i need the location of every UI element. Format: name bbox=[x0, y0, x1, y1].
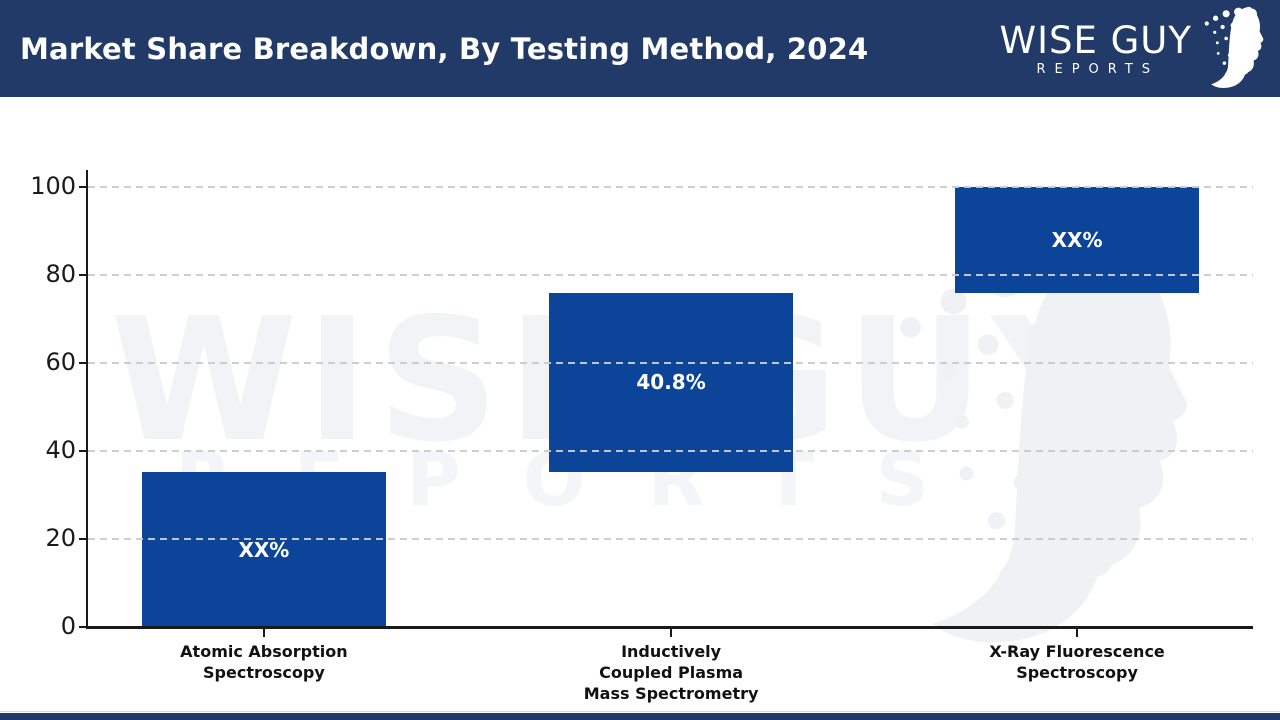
logo-face-icon bbox=[1204, 6, 1264, 88]
x-category-label-line: Spectroscopy bbox=[1016, 663, 1138, 682]
x-category-label-line: X-Ray Fluorescence bbox=[989, 642, 1165, 661]
y-tick-label: 0 bbox=[60, 612, 76, 640]
bar-segment-0: XX% bbox=[141, 472, 386, 627]
y-axis-spine bbox=[86, 170, 88, 629]
x-tick-mark bbox=[1076, 629, 1079, 637]
y-tick-label: 60 bbox=[45, 348, 76, 376]
footer-bar bbox=[0, 713, 1280, 720]
x-category-label: Inductively Coupled Plasma Mass Spectromet… bbox=[501, 641, 841, 704]
y-tick-mark bbox=[79, 538, 88, 540]
logo-subtitle: REPORTS bbox=[1036, 61, 1160, 77]
x-category-label: X-Ray Fluorescence Spectroscopy bbox=[907, 641, 1247, 683]
bar-value-label: XX% bbox=[1051, 227, 1103, 252]
y-tick-mark bbox=[79, 362, 88, 364]
bar-value-label: 40.8% bbox=[636, 370, 706, 395]
x-category-label: Atomic Absorption Spectroscopy bbox=[94, 641, 434, 683]
header-bar: Market Share Breakdown, By Testing Metho… bbox=[0, 0, 1280, 97]
y-tick-mark bbox=[79, 186, 88, 188]
x-category-label-line: Atomic Absorption bbox=[180, 642, 348, 661]
y-tick-mark bbox=[79, 274, 88, 276]
x-category-label-line: Mass Spectrometry bbox=[583, 684, 759, 703]
gridline-20 bbox=[88, 538, 1253, 540]
y-tick-label: 100 bbox=[30, 172, 76, 200]
logo-wordmark: WISE GUY bbox=[999, 18, 1192, 62]
bar-value-label: XX% bbox=[238, 537, 290, 562]
gridline-60 bbox=[88, 362, 1253, 364]
x-category-label-line: Inductively bbox=[621, 642, 722, 661]
y-tick-label: 40 bbox=[45, 436, 76, 464]
footer-divider bbox=[0, 711, 1280, 712]
x-tick-mark bbox=[262, 629, 265, 637]
y-tick-label: 80 bbox=[45, 260, 76, 288]
y-tick-label: 20 bbox=[45, 524, 76, 552]
plot-area: XX% 40.8% XX% bbox=[86, 170, 1253, 629]
page-title: Market Share Breakdown, By Testing Metho… bbox=[20, 31, 869, 66]
bar-segment-1: 40.8% bbox=[549, 292, 794, 473]
x-category-label-line: Coupled Plasma bbox=[599, 663, 744, 682]
y-tick-mark bbox=[79, 450, 88, 452]
gridline-100 bbox=[88, 186, 1253, 188]
bar-segment-2: XX% bbox=[955, 187, 1200, 293]
x-tick-mark bbox=[670, 629, 673, 637]
logo-text: WISE GUY REPORTS bbox=[1000, 22, 1192, 76]
x-axis-spine bbox=[86, 626, 1253, 629]
logo: WISE GUY REPORTS bbox=[1000, 5, 1266, 93]
x-category-label-line: Spectroscopy bbox=[203, 663, 325, 682]
y-tick-mark bbox=[79, 626, 88, 628]
gridline-40 bbox=[88, 450, 1253, 452]
gridline-80 bbox=[88, 274, 1253, 276]
